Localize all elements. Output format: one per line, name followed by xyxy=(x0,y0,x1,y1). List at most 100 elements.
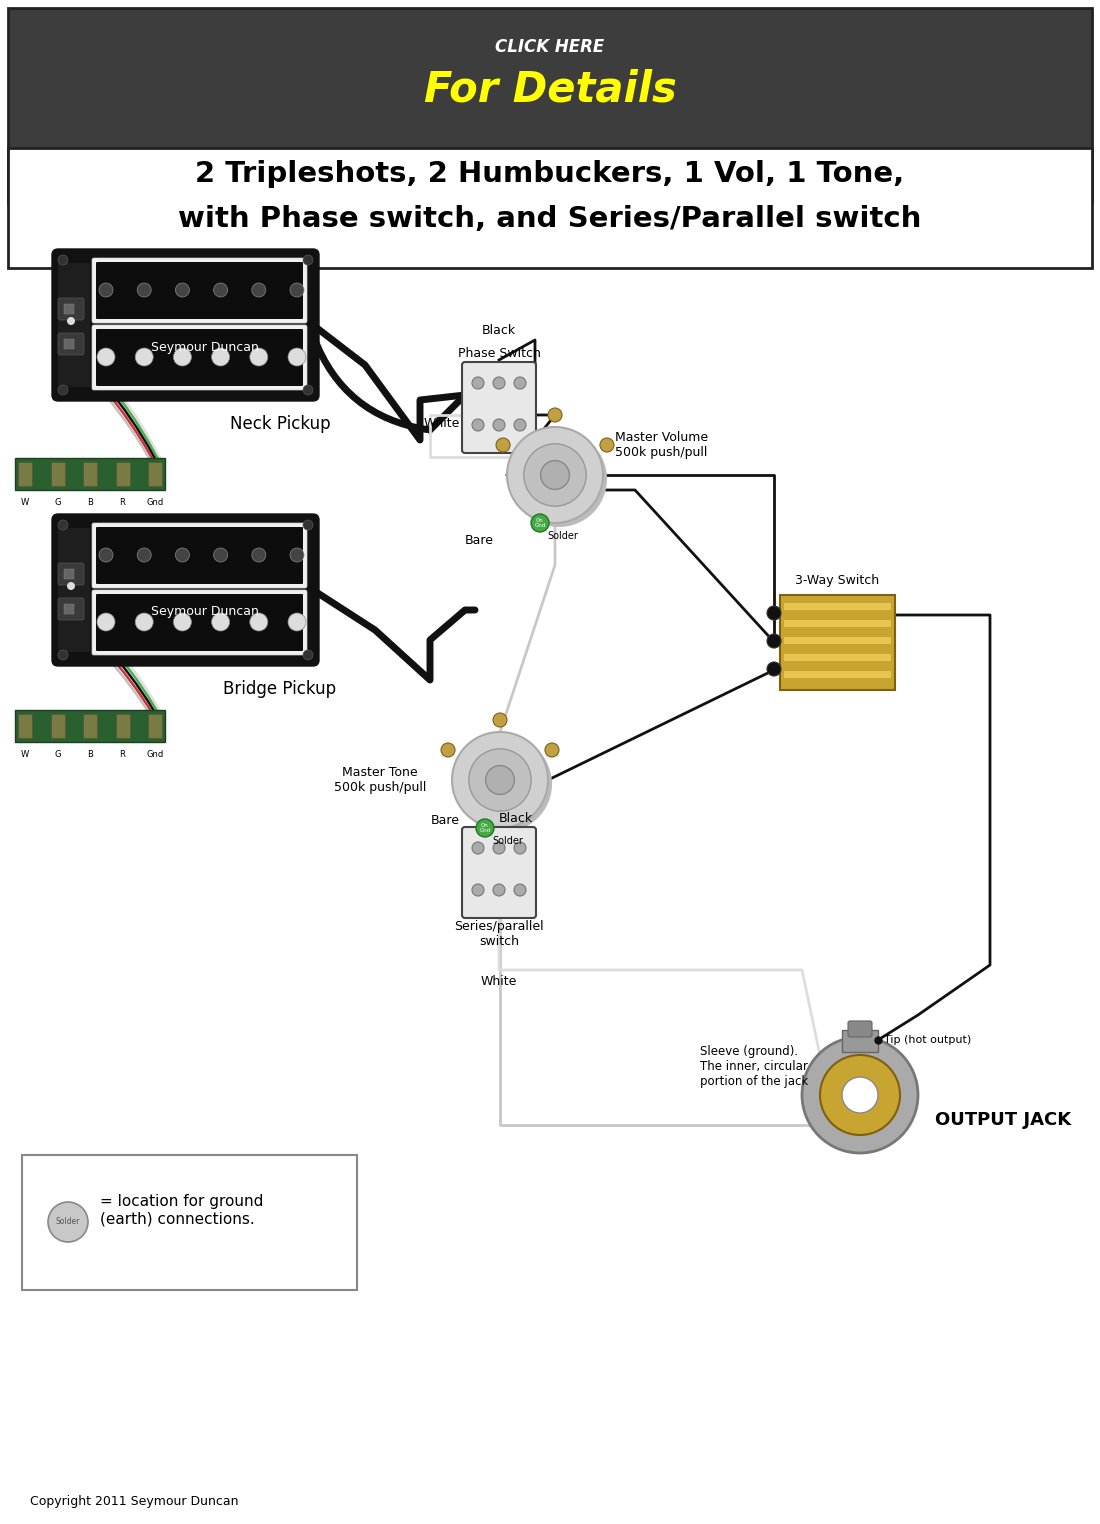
Text: Solder: Solder xyxy=(56,1218,80,1227)
Circle shape xyxy=(493,841,505,853)
Text: Gnd: Gnd xyxy=(146,498,164,507)
Bar xyxy=(116,462,130,486)
Bar xyxy=(784,654,891,661)
Text: Solder: Solder xyxy=(548,530,579,541)
Circle shape xyxy=(493,884,505,896)
Bar xyxy=(64,568,74,579)
Text: Bare: Bare xyxy=(465,533,494,547)
Circle shape xyxy=(507,427,603,523)
Bar xyxy=(51,715,65,738)
Circle shape xyxy=(48,1202,88,1242)
Circle shape xyxy=(135,613,153,631)
Circle shape xyxy=(58,520,68,530)
Bar xyxy=(18,462,32,486)
Text: Seymour Duncan: Seymour Duncan xyxy=(151,340,258,354)
Text: Black: Black xyxy=(499,812,534,824)
Circle shape xyxy=(544,744,559,757)
Text: Black: Black xyxy=(482,325,516,337)
Bar xyxy=(116,715,130,738)
FancyBboxPatch shape xyxy=(58,334,84,355)
FancyBboxPatch shape xyxy=(58,597,84,620)
Circle shape xyxy=(213,549,228,562)
Circle shape xyxy=(802,1036,918,1154)
Circle shape xyxy=(302,651,313,660)
Bar xyxy=(784,620,891,626)
Bar xyxy=(58,264,90,387)
Text: Bare: Bare xyxy=(431,814,460,826)
Circle shape xyxy=(476,818,494,837)
Circle shape xyxy=(472,841,484,853)
Circle shape xyxy=(493,376,505,389)
FancyBboxPatch shape xyxy=(848,1021,872,1036)
Text: with Phase switch, and Series/Parallel switch: with Phase switch, and Series/Parallel s… xyxy=(178,206,922,233)
Circle shape xyxy=(524,443,586,506)
Bar xyxy=(780,594,895,690)
Bar xyxy=(15,459,165,491)
Circle shape xyxy=(99,283,113,297)
FancyBboxPatch shape xyxy=(462,363,536,453)
Circle shape xyxy=(452,732,548,828)
Circle shape xyxy=(99,549,113,562)
Text: Neck Pickup: Neck Pickup xyxy=(230,415,330,433)
FancyBboxPatch shape xyxy=(92,590,307,655)
Circle shape xyxy=(67,582,75,590)
Text: For Details: For Details xyxy=(424,69,676,110)
Text: Solder: Solder xyxy=(493,837,524,846)
Text: W: W xyxy=(21,498,29,507)
Bar xyxy=(842,1030,878,1052)
Text: Gnd: Gnd xyxy=(146,750,164,759)
Circle shape xyxy=(58,255,68,265)
Bar xyxy=(64,338,74,349)
Circle shape xyxy=(485,765,515,794)
FancyBboxPatch shape xyxy=(22,1155,358,1289)
Circle shape xyxy=(252,283,266,297)
Circle shape xyxy=(767,634,781,648)
FancyBboxPatch shape xyxy=(92,258,307,323)
Text: White: White xyxy=(424,418,460,430)
Circle shape xyxy=(67,317,75,325)
Circle shape xyxy=(290,549,304,562)
Text: Seymour Duncan: Seymour Duncan xyxy=(151,605,258,619)
Circle shape xyxy=(540,460,570,489)
Text: On
Gnd: On Gnd xyxy=(480,823,491,834)
Circle shape xyxy=(472,376,484,389)
Bar xyxy=(784,637,891,645)
Text: OUTPUT JACK: OUTPUT JACK xyxy=(935,1111,1071,1129)
Text: Copyright 2011 Seymour Duncan: Copyright 2011 Seymour Duncan xyxy=(30,1495,239,1509)
FancyBboxPatch shape xyxy=(462,828,536,917)
Circle shape xyxy=(469,748,531,811)
Text: Sleeve (ground).
The inner, circular
portion of the jack: Sleeve (ground). The inner, circular por… xyxy=(700,1045,808,1088)
Circle shape xyxy=(288,613,306,631)
Circle shape xyxy=(514,419,526,431)
Circle shape xyxy=(302,386,313,395)
Circle shape xyxy=(472,419,484,431)
Text: W: W xyxy=(21,750,29,759)
Bar xyxy=(18,715,32,738)
Circle shape xyxy=(441,744,455,757)
Circle shape xyxy=(138,549,151,562)
Text: Bridge Pickup: Bridge Pickup xyxy=(223,680,337,698)
Bar xyxy=(784,604,891,610)
Circle shape xyxy=(514,884,526,896)
Bar xyxy=(64,303,74,314)
Text: G: G xyxy=(54,750,60,759)
Circle shape xyxy=(211,613,230,631)
FancyBboxPatch shape xyxy=(58,562,84,585)
Circle shape xyxy=(288,347,306,366)
Text: 2 Tripleshots, 2 Humbuckers, 1 Vol, 1 Tone,: 2 Tripleshots, 2 Humbuckers, 1 Vol, 1 To… xyxy=(196,160,904,187)
Circle shape xyxy=(97,613,116,631)
Circle shape xyxy=(493,713,507,727)
FancyBboxPatch shape xyxy=(96,329,302,386)
Text: Master Volume
500k push/pull: Master Volume 500k push/pull xyxy=(615,431,708,459)
Text: Master Tone
500k push/pull: Master Tone 500k push/pull xyxy=(333,767,426,794)
Bar xyxy=(51,462,65,486)
Circle shape xyxy=(175,283,189,297)
Text: = location for ground
(earth) connections.: = location for ground (earth) connection… xyxy=(100,1193,263,1227)
FancyBboxPatch shape xyxy=(52,514,319,666)
Text: R: R xyxy=(120,498,125,507)
FancyBboxPatch shape xyxy=(92,523,307,588)
Circle shape xyxy=(174,347,191,366)
FancyBboxPatch shape xyxy=(96,527,302,584)
Circle shape xyxy=(472,884,484,896)
Bar xyxy=(148,462,162,486)
